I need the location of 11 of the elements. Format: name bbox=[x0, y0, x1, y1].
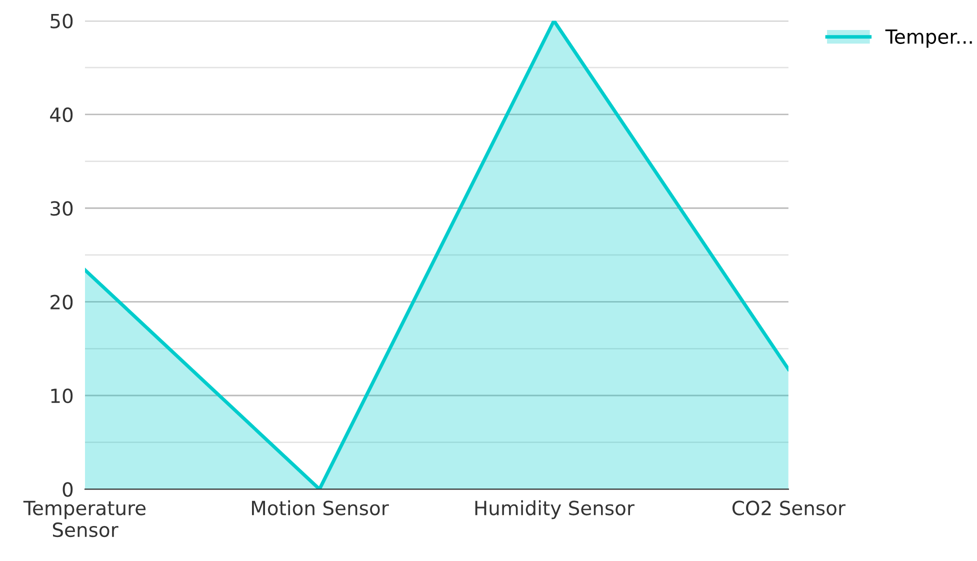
y-tick-label: 0 bbox=[62, 482, 73, 497]
y-tick-label: 10 bbox=[51, 388, 73, 404]
x-tick-label: Temperature Sensor bbox=[23, 500, 146, 538]
y-tick-label: 20 bbox=[50, 294, 73, 310]
y-tick-label: 50 bbox=[50, 14, 73, 28]
y-tick-label: 40 bbox=[50, 107, 73, 122]
x-tick-label: Humidity Sensor bbox=[475, 500, 634, 520]
legend-label: Temper... bbox=[885, 29, 972, 48]
x-tick-label: CO2 Sensor bbox=[732, 500, 846, 516]
y-tick-label: 30 bbox=[50, 201, 73, 216]
x-tick-label: Motion Sensor bbox=[252, 500, 389, 516]
